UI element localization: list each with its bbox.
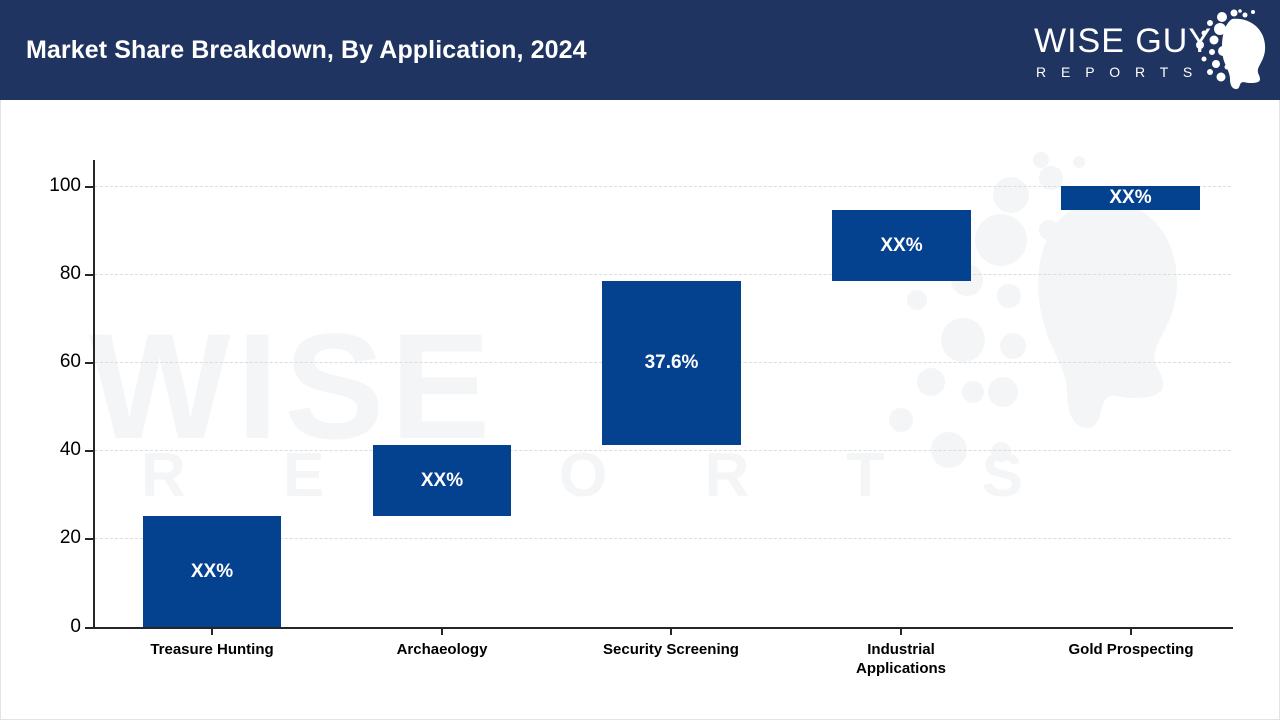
wise-guy-reports-logo: WISE GUY R E P O R T S <box>1024 7 1274 93</box>
y-tick-mark-60 <box>85 362 93 364</box>
bar-archaeology[interactable]: XX% <box>373 445 511 516</box>
bar-label-archaeology: XX% <box>420 469 464 491</box>
gridline-100 <box>95 186 1231 187</box>
x-tick-label-gold-prospecting: Gold Prospecting <box>1031 640 1231 659</box>
x-axis-line <box>93 627 1233 629</box>
y-tick-label-0: 0 <box>70 616 81 637</box>
x-tick-label-line: Archaeology <box>396 641 488 658</box>
x-tick-mark-treasure-hunting <box>211 627 213 635</box>
x-tick-label-line: Treasure Hunting <box>150 641 274 658</box>
page-header: Market Share Breakdown, By Application, … <box>0 0 1280 100</box>
x-tick-label-industrial-applications: Industrial Applications <box>801 640 1001 678</box>
y-tick-label-40: 40 <box>59 439 81 460</box>
x-tick-label-line: Security Screening <box>603 641 739 658</box>
x-tick-mark-archaeology <box>441 627 443 635</box>
gridline-40 <box>95 450 1231 451</box>
page-title: Market Share Breakdown, By Application, … <box>26 36 587 64</box>
y-tick-mark-0 <box>85 627 93 629</box>
y-tick-mark-80 <box>85 274 93 276</box>
y-tick-mark-20 <box>85 538 93 540</box>
x-tick-label-security-screening: Security Screening <box>571 640 771 659</box>
chart-area: WISE R E P O R T S <box>0 100 1280 720</box>
svg-text:WISE GUY: WISE GUY <box>1034 22 1212 60</box>
x-tick-mark-security-screening <box>670 627 672 635</box>
y-tick-mark-40 <box>85 450 93 452</box>
bar-security-screening[interactable]: 37.6% <box>602 281 741 445</box>
y-tick-label-20: 20 <box>59 527 81 548</box>
x-tick-label-line: Industrial <box>867 641 935 658</box>
x-tick-label-line: Applications <box>855 660 946 677</box>
bar-label-treasure-hunting: XX% <box>190 560 234 582</box>
x-tick-label-archaeology: Archaeology <box>342 640 542 659</box>
bar-treasure-hunting[interactable]: XX% <box>143 516 281 627</box>
bar-label-gold-prospecting: XX% <box>1109 187 1152 208</box>
bar-label-industrial-applications: XX% <box>880 234 923 256</box>
y-tick-label-100: 100 <box>49 175 81 196</box>
y-axis-line <box>93 160 95 628</box>
bar-industrial-applications[interactable]: XX% <box>832 210 971 281</box>
bar-label-security-screening: 37.6% <box>644 352 699 373</box>
x-tick-label-treasure-hunting: Treasure Hunting <box>112 640 312 659</box>
x-tick-mark-gold-prospecting <box>1130 627 1132 635</box>
x-tick-mark-industrial-applications <box>900 627 902 635</box>
y-tick-mark-100 <box>85 186 93 188</box>
gridline-80 <box>95 274 1231 275</box>
gridline-20 <box>95 538 1231 539</box>
y-tick-label-80: 80 <box>59 263 81 284</box>
svg-text:R E P O R T S: R E P O R T S <box>1036 64 1198 80</box>
y-tick-label-60: 60 <box>59 351 81 372</box>
x-tick-label-line: Gold Prospecting <box>1068 641 1194 658</box>
bar-gold-prospecting[interactable]: XX% <box>1061 186 1200 210</box>
